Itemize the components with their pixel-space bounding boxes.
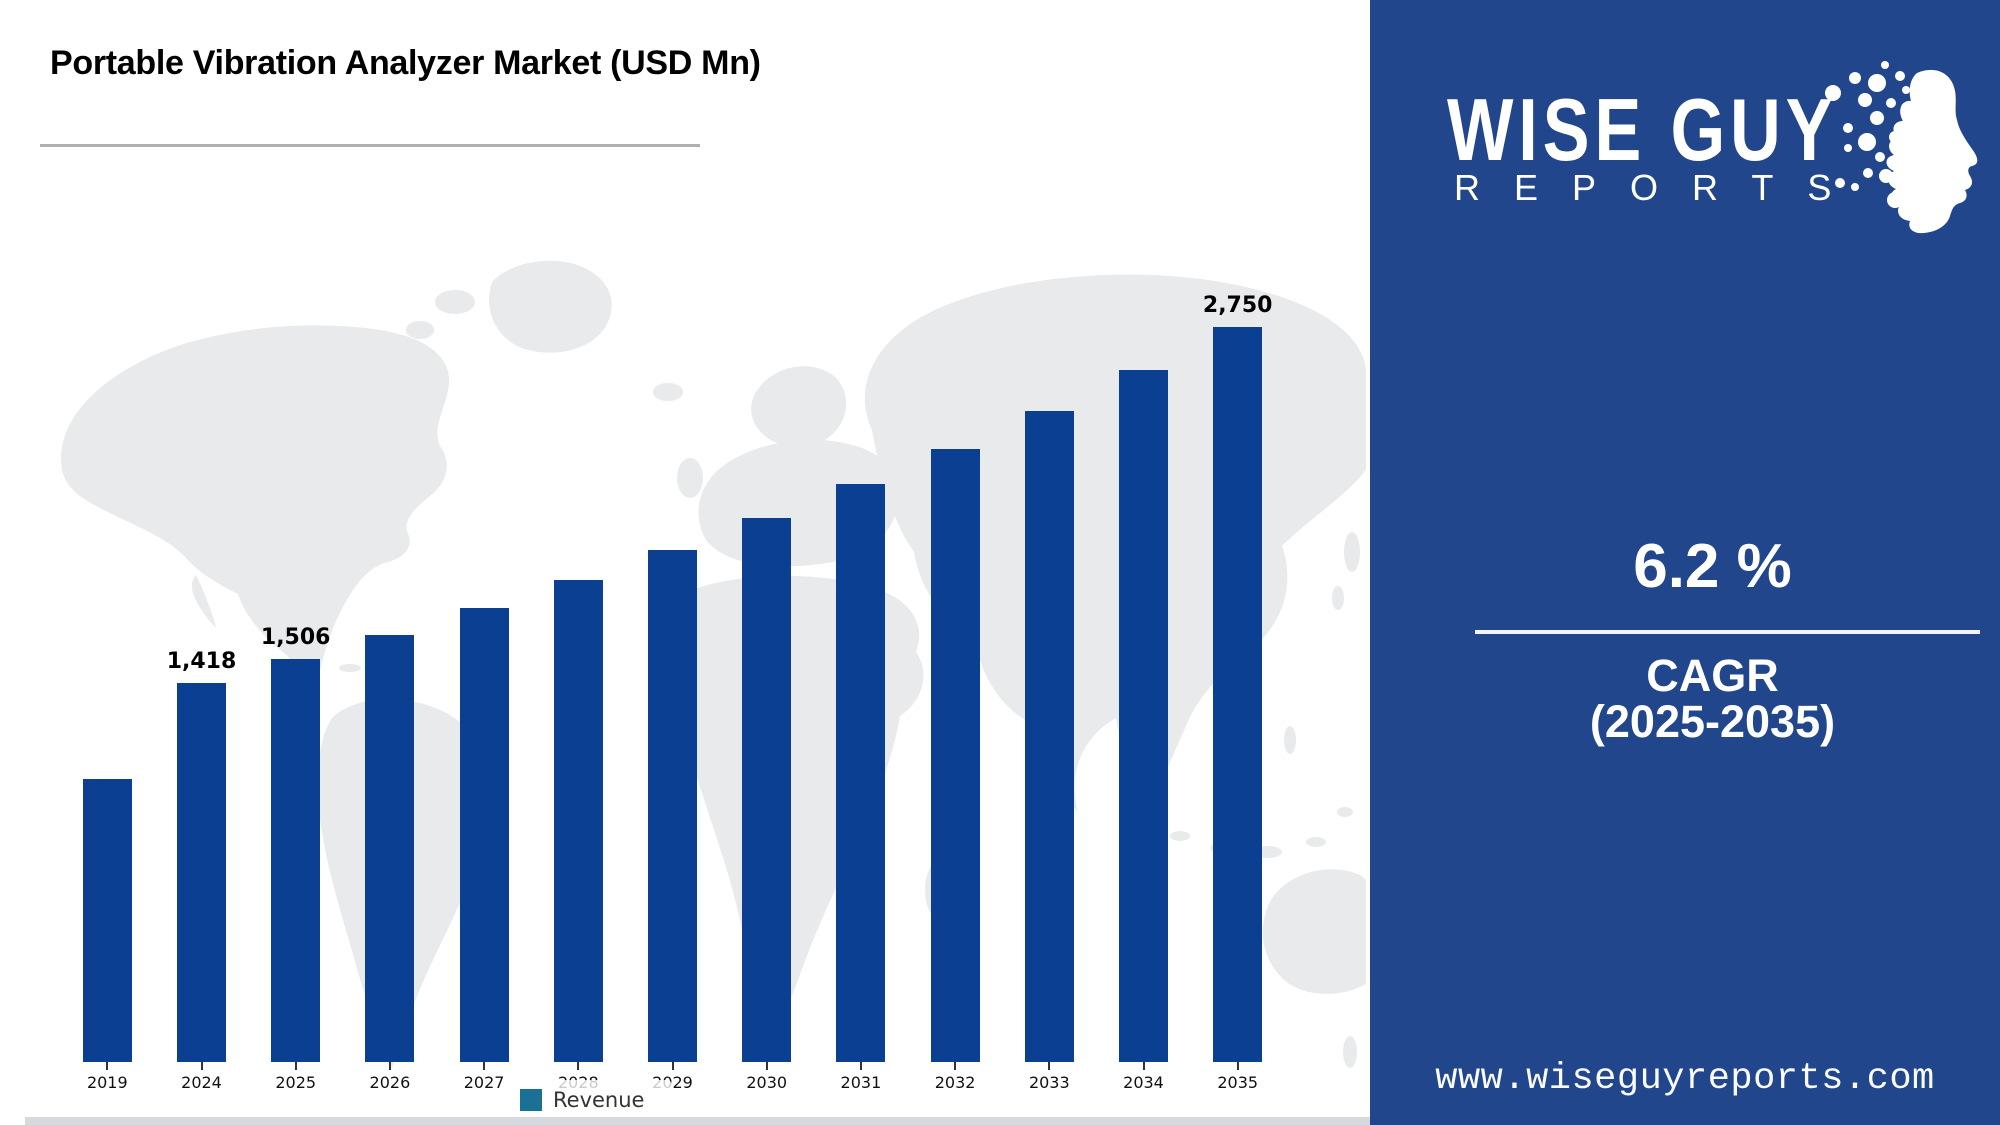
cagr-label: CAGR: [1646, 650, 1779, 701]
chart-section: Portable Vibration Analyzer Market (USD …: [25, 44, 1370, 1125]
bar-2025: [271, 659, 321, 1062]
bar-2030: [742, 518, 792, 1062]
x-tick-label-2025: 2025: [275, 1073, 317, 1092]
x-axis-tick-2029: [671, 1062, 674, 1070]
chart-title: Portable Vibration Analyzer Market (USD …: [50, 44, 761, 82]
title-divider: [40, 144, 700, 147]
x-axis-tick-2032: [954, 1062, 957, 1070]
bar-2028: [553, 580, 603, 1062]
x-tick-label-2024: 2024: [181, 1073, 222, 1092]
x-axis-tick-2034: [1142, 1062, 1145, 1070]
bar-2032: [930, 449, 980, 1062]
logo-wordmark-reports: REPORTS: [1454, 167, 1866, 208]
x-axis-tick-2033: [1048, 1062, 1051, 1070]
bottom-strip: [25, 1117, 1370, 1125]
bar-value-label-2024: 1,418: [166, 649, 237, 674]
x-tick-label-2027: 2027: [463, 1073, 505, 1092]
x-tick-label-2031: 2031: [840, 1073, 882, 1092]
bar-2026: [365, 635, 415, 1062]
bar-2019: [82, 779, 132, 1062]
cagr-value: 6.2 %: [1633, 532, 1792, 601]
bar-2033: [1024, 411, 1074, 1062]
bar-2035: [1213, 327, 1263, 1062]
bar-2029: [648, 550, 697, 1062]
x-tick-label-2030: 2030: [746, 1073, 788, 1092]
panel-divider: [1475, 630, 1980, 634]
bar-2027: [459, 608, 509, 1062]
x-axis-tick-2019: [106, 1062, 109, 1070]
legend-label-revenue: Revenue: [553, 1088, 645, 1112]
x-axis-tick-2028: [577, 1062, 580, 1070]
x-axis-tick-2027: [483, 1062, 486, 1070]
x-axis-tick-2024: [200, 1062, 203, 1070]
bar-value-label-2035: 2,750: [1202, 293, 1273, 318]
logo-head-dots-icon: [1825, 61, 1978, 234]
x-tick-label-2033: 2033: [1028, 1073, 1070, 1092]
x-axis-tick-2035: [1236, 1062, 1239, 1070]
website-url: www.wiseguyreports.com: [1435, 1058, 1935, 1100]
x-axis-tick-2030: [765, 1062, 768, 1070]
x-tick-label-2019: 2019: [86, 1073, 128, 1092]
x-axis-tick-2026: [388, 1062, 391, 1070]
x-axis-tick-2031: [859, 1062, 862, 1070]
x-tick-label-2034: 2034: [1123, 1073, 1164, 1092]
bar-2034: [1119, 370, 1168, 1062]
x-axis-tick-2025: [294, 1062, 297, 1070]
logo-wordmark-wise-guy: WISE GUY: [1447, 80, 1838, 179]
cagr-caption: CAGR (2025-2035): [1455, 653, 1970, 745]
x-tick-label-2026: 2026: [369, 1073, 411, 1092]
cagr-range: (2025-2035): [1589, 696, 1836, 747]
bar-2031: [836, 484, 886, 1062]
bar-chart-plot: 201920241,41820251,506202620272028202920…: [82, 293, 1273, 1092]
bar-value-label-2025: 1,506: [260, 625, 331, 650]
brand-panel: WISE GUY REPORTS 6.2 % CAGR (2025-2035) …: [1370, 0, 2000, 1125]
legend-swatch-revenue: [520, 1089, 542, 1111]
x-tick-label-2035: 2035: [1217, 1073, 1259, 1092]
x-tick-label-2032: 2032: [934, 1073, 976, 1092]
chart-legend: Revenue: [502, 1080, 672, 1120]
bar-2024: [177, 683, 226, 1062]
